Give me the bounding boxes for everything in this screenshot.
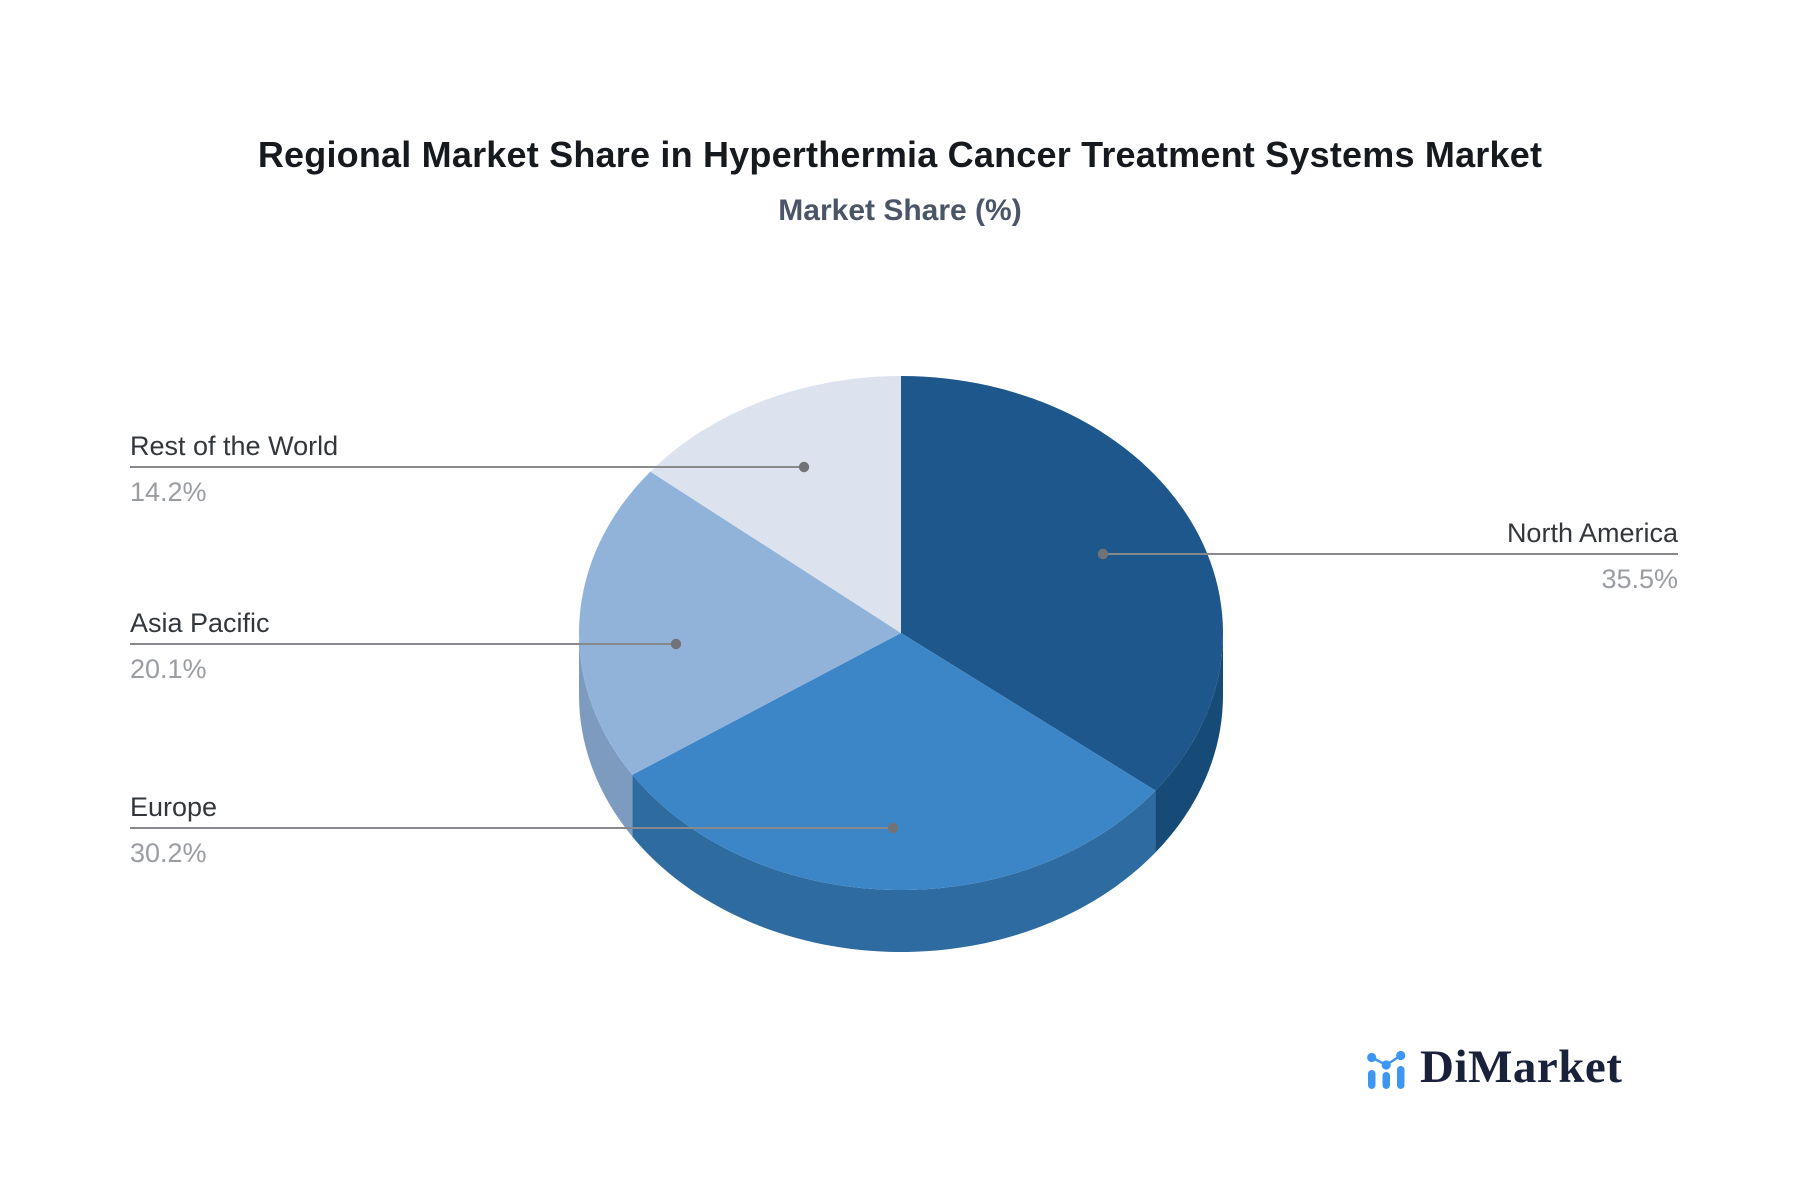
leader-dot xyxy=(670,638,682,650)
slice-value-rest-of-the-world: 14.2% xyxy=(130,477,207,507)
slice-label-europe: Europe xyxy=(130,792,218,822)
brand-logo-text: DiMarket xyxy=(1420,1041,1623,1093)
bar-chart-icon xyxy=(1367,1050,1406,1089)
slice-value-europe: 30.2% xyxy=(130,838,207,868)
brand-logo: DiMarket xyxy=(1366,1040,1622,1092)
slice-value-asia-pacific: 20.1% xyxy=(130,654,207,684)
leader-lines xyxy=(130,461,1678,834)
pie-top-faces xyxy=(578,376,1224,890)
leader-dot xyxy=(1097,548,1109,560)
pie-slice-rest-of-the-world xyxy=(650,376,901,633)
pie-slice-asia-pacific xyxy=(578,471,901,775)
slice-label-asia-pacific: Asia Pacific xyxy=(130,608,270,638)
pie-slice-north-america xyxy=(901,376,1224,791)
chart-title: Regional Market Share in Hyperthermia Ca… xyxy=(257,134,1543,175)
chart-subtitle: Market Share (%) xyxy=(778,194,1022,227)
leader-dot xyxy=(798,461,810,473)
slice-label-north-america: North America xyxy=(1506,518,1678,548)
slice-value-north-america: 35.5% xyxy=(1601,564,1678,594)
leader-dot xyxy=(887,822,899,834)
pie-side-faces xyxy=(579,633,1223,953)
pie-slice-europe xyxy=(632,633,1156,890)
slice-label-rest-of-the-world: Rest of the World xyxy=(130,431,339,461)
